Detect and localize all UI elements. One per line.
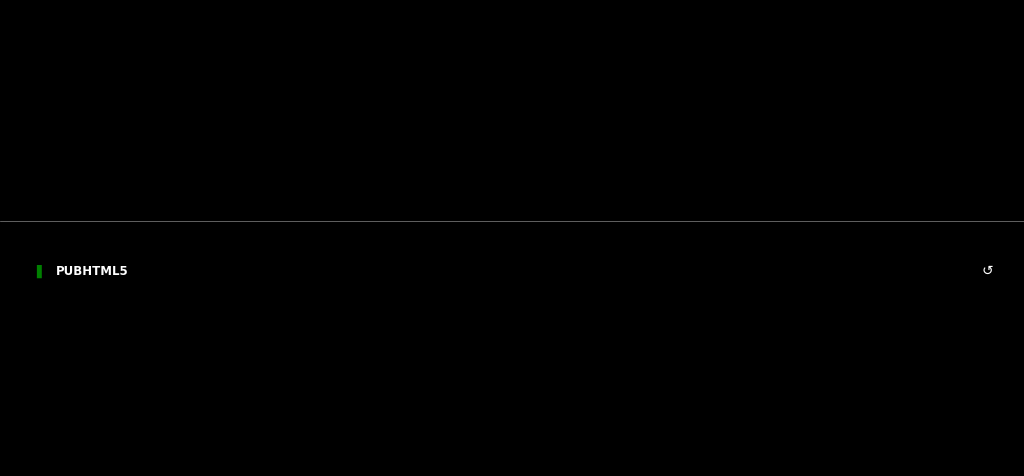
Text: Air: Air: [302, 89, 314, 97]
Text: Q19. Read the following and answer any four questions from 19 (i) to 19 (v)     : Q19. Read the following and answer any f…: [205, 15, 709, 24]
Text: (d) B: (d) B: [717, 184, 741, 193]
Text: (c) D: (c) D: [543, 318, 567, 327]
Text: 60°: 60°: [609, 102, 623, 110]
Text: 60°: 60°: [404, 102, 418, 110]
Text: (d) D: (d) D: [696, 366, 722, 375]
Text: 60°: 60°: [814, 102, 827, 110]
Text: SAMPLE PAPER–1  ■  3: SAMPLE PAPER–1 ■ 3: [760, 235, 870, 244]
Text: (iv) Which is correct about absolute refractive index of medium?: (iv) Which is correct about absolute ref…: [205, 390, 531, 399]
Text: (c) C: (c) C: [543, 366, 567, 375]
Text: 45°: 45°: [469, 129, 482, 137]
Text: (d) A = C: (d) A = C: [727, 413, 774, 422]
Text: (b) C: (b) C: [389, 318, 414, 327]
Text: 60°: 60°: [200, 102, 213, 110]
Text: (a) B: (a) B: [236, 318, 260, 327]
Text: ▌: ▌: [36, 264, 45, 277]
Text: (b) C = B: (b) C = B: [399, 413, 446, 422]
Text: (d) A: (d) A: [696, 318, 721, 327]
Text: (a) A: (a) A: [236, 366, 260, 375]
Text: Mohan is performing an experiment with four different optical media, he traced t: Mohan is performing an experiment with f…: [205, 38, 672, 47]
Text: (a) bend towards normal: (a) bend towards normal: [236, 461, 360, 470]
Text: C: C: [662, 149, 670, 159]
Text: (a) A > B: (a) A > B: [236, 413, 282, 422]
Text: ↺: ↺: [982, 264, 993, 278]
Text: B: B: [457, 149, 465, 159]
Text: (a) A: (a) A: [256, 184, 281, 193]
Text: (c) D: (c) D: [563, 184, 588, 193]
Text: D: D: [866, 149, 874, 159]
Text: (i) Which of the following media has maximum optical density?: (i) Which of the following media has max…: [205, 163, 524, 172]
Text: A: A: [252, 149, 260, 159]
Text: PUBHTML5: PUBHTML5: [56, 264, 129, 277]
Text: 35°: 35°: [879, 129, 892, 137]
Text: (c) D > A: (c) D > A: [563, 413, 609, 422]
Text: (ii) Through which media, will speed of light be maximum?: (ii) Through which media, will speed of …: [205, 295, 504, 304]
Text: (iii) Absolute refractive index of medium is maximum in:: (iii) Absolute refractive index of mediu…: [205, 343, 490, 352]
Text: light in different media A, B, C and D as below:: light in different media A, B, C and D a…: [205, 56, 444, 64]
Text: (b) bend away from normal: (b) bend away from normal: [614, 461, 753, 470]
Text: (b) B: (b) B: [389, 366, 414, 375]
Text: (b) C: (b) C: [410, 184, 434, 193]
Text: (v) When a light travel from medium A to D it will:: (v) When a light travel from medium A to…: [205, 438, 460, 447]
Text: 50°: 50°: [264, 129, 278, 137]
Text: 40°: 40°: [674, 129, 687, 137]
